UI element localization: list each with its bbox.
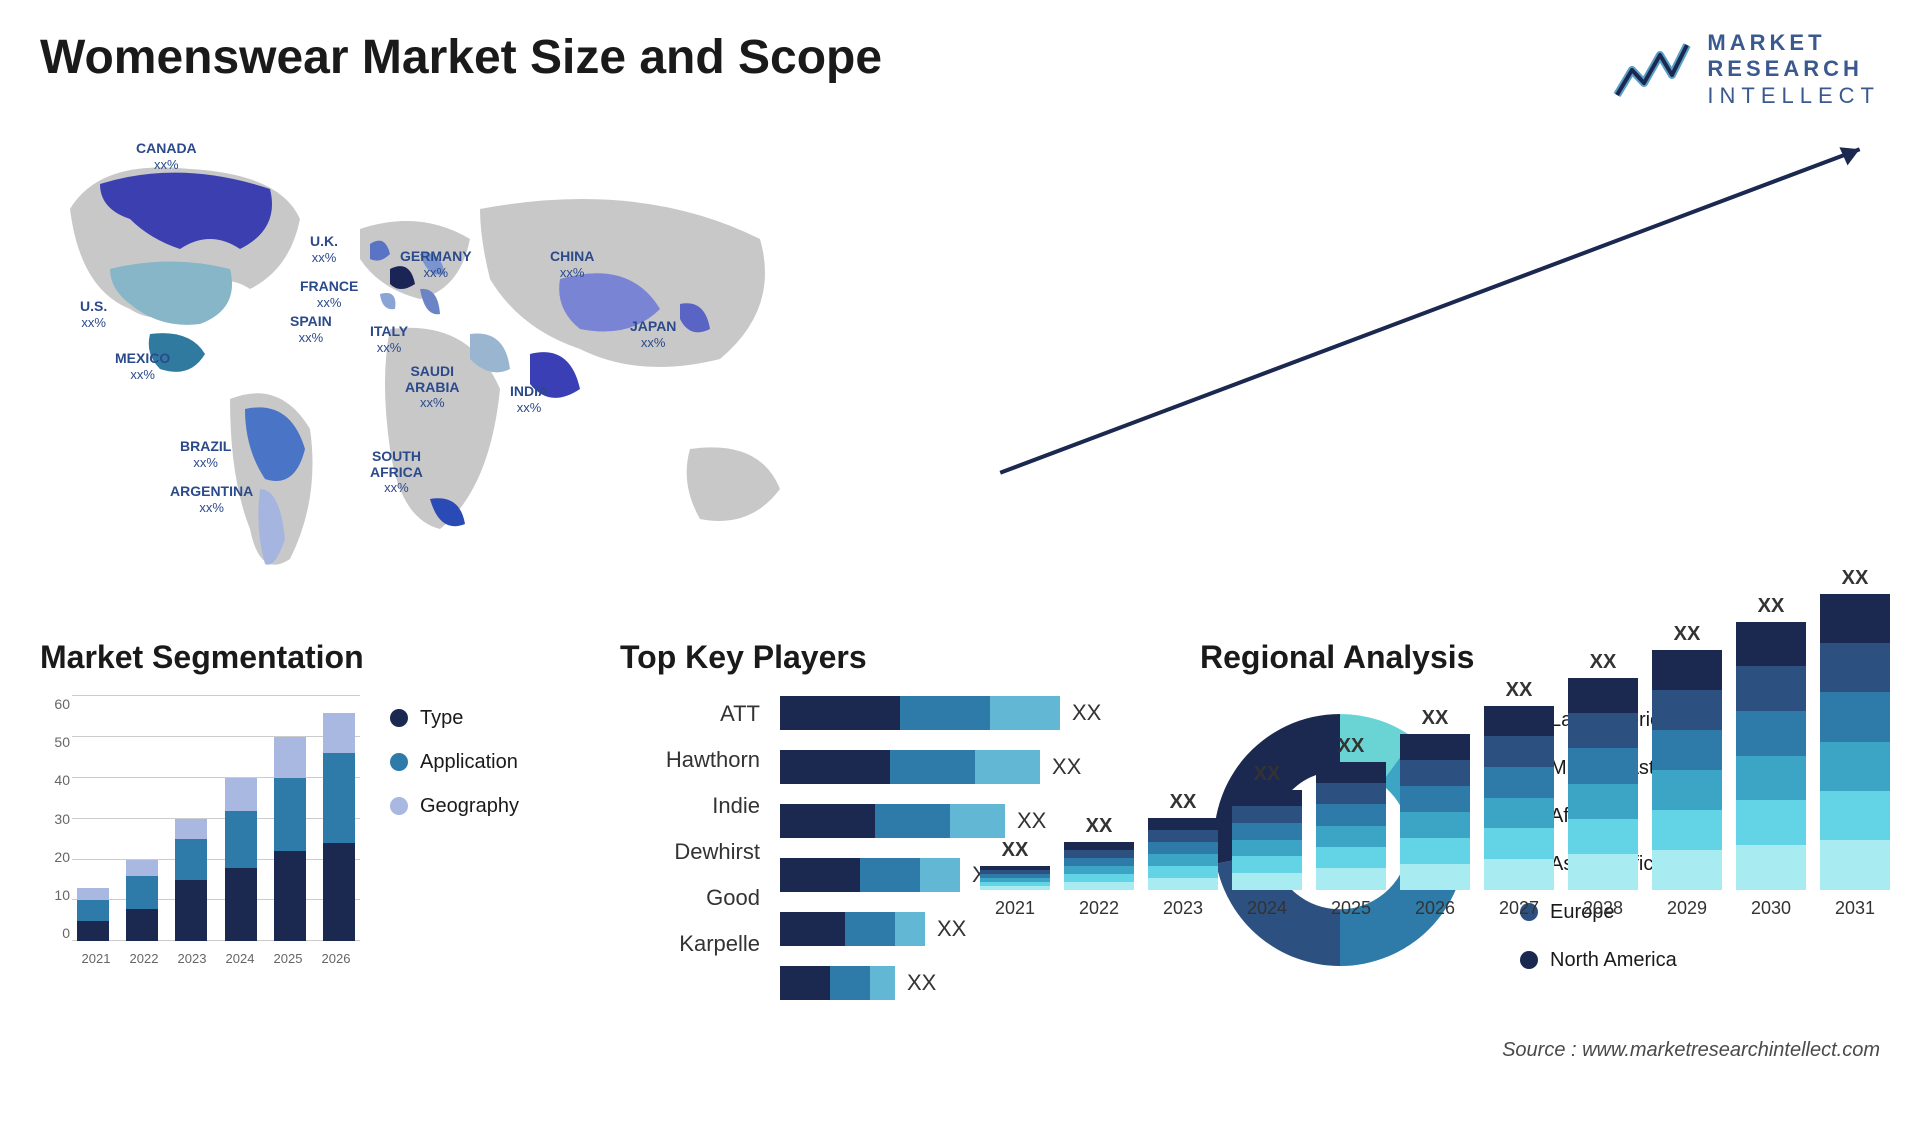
y-tick: 20 [54,849,70,865]
brand-logo: MARKET RESEARCH INTELLECT [1612,30,1880,109]
bar-value-label: XX [1086,815,1113,838]
page-title: Womenswear Market Size and Scope [40,30,882,85]
growth-bar-chart: XX2021XX2022XX2023XX2024XX2025XX2026XX20… [980,129,1890,609]
map-label: GERMANYxx% [400,249,472,280]
growth-bar: XX 2023 [1148,791,1218,919]
x-tick: 2026 [322,951,351,966]
seg-bar [175,819,207,941]
map-label: INDIAxx% [510,384,548,415]
bar-year-label: 2029 [1667,898,1707,919]
growth-bar: XX 2028 [1568,651,1638,919]
bar-value-label: XX [1758,595,1785,618]
player-value: XX [907,970,936,996]
growth-bar: XX 2031 [1820,567,1890,919]
seg-bar [77,888,109,941]
map-label: SPAINxx% [290,314,332,345]
y-tick: 60 [54,696,70,712]
bar-year-label: 2030 [1751,898,1791,919]
player-label: ATT [620,701,760,727]
segmentation-legend: TypeApplicationGeography [390,696,519,828]
map-label: SOUTHAFRICAxx% [370,449,423,495]
world-map: CANADAxx% U.S.xx% MEXICOxx% BRAZILxx% ARGENT… [40,129,940,609]
logo-text-1: MARKET [1707,30,1880,56]
seg-bar [225,778,257,941]
source-text: Source : www.marketresearchintellect.com [40,1039,1880,1062]
player-label: Karpelle [620,931,760,957]
logo-text-2: RESEARCH [1707,56,1880,82]
x-tick: 2021 [82,951,111,966]
growth-bar: XX 2029 [1652,623,1722,919]
y-tick: 50 [54,734,70,750]
growth-bar: XX 2030 [1736,595,1806,919]
trend-arrow-icon [980,129,1890,533]
player-value: XX [937,916,966,942]
bar-value-label: XX [1338,735,1365,758]
bar-year-label: 2022 [1079,898,1119,919]
legend-item: Geography [390,784,519,828]
bar-year-label: 2024 [1247,898,1287,919]
x-tick: 2023 [178,951,207,966]
map-label: JAPANxx% [630,319,676,350]
map-label: U.K.xx% [310,234,338,265]
map-label: MEXICOxx% [115,351,170,382]
map-label: U.S.xx% [80,299,107,330]
player-label: Good [620,885,760,911]
legend-item: Type [390,696,519,740]
seg-bar [274,737,306,941]
bar-value-label: XX [1002,839,1029,862]
segmentation-chart: 60 50 40 30 20 10 0 2021 2022 2023 2024 2025 2026 [40,696,360,966]
bar-value-label: XX [1170,791,1197,814]
logo-icon [1612,35,1692,105]
growth-bar: XX 2022 [1064,815,1134,919]
bar-year-label: 2023 [1163,898,1203,919]
growth-bar: XX 2027 [1484,679,1554,919]
y-tick: 30 [54,811,70,827]
map-label: ITALYxx% [370,324,408,355]
bar-value-label: XX [1590,651,1617,674]
growth-bar: XX 2025 [1316,735,1386,919]
growth-bar: XX 2024 [1232,763,1302,919]
segmentation-title: Market Segmentation [40,639,580,676]
seg-bar [126,860,158,942]
bar-value-label: XX [1422,707,1449,730]
player-bar-row: XX [780,966,1160,1000]
seg-bar [323,713,355,942]
logo-text-3: INTELLECT [1707,83,1880,109]
y-tick: 40 [54,772,70,788]
bar-year-label: 2027 [1499,898,1539,919]
bar-year-label: 2025 [1331,898,1371,919]
x-tick: 2024 [226,951,255,966]
bar-value-label: XX [1842,567,1869,590]
bar-value-label: XX [1506,679,1533,702]
bar-value-label: XX [1674,623,1701,646]
y-tick: 0 [62,925,70,941]
map-label: SAUDIARABIAxx% [405,364,459,410]
growth-bar: XX 2021 [980,839,1050,919]
player-label: Hawthorn [620,747,760,773]
legend-item: North America [1520,936,1677,984]
bar-year-label: 2031 [1835,898,1875,919]
x-tick: 2022 [130,951,159,966]
y-tick: 10 [54,887,70,903]
map-label: ARGENTINAxx% [170,484,253,515]
player-label: Dewhirst [620,839,760,865]
growth-bar: XX 2026 [1400,707,1470,919]
map-label: CHINAxx% [550,249,594,280]
bar-value-label: XX [1254,763,1281,786]
map-label: FRANCExx% [300,279,358,310]
bar-year-label: 2021 [995,898,1035,919]
x-tick: 2025 [274,951,303,966]
map-label: CANADAxx% [136,141,197,172]
world-map-svg [40,129,940,589]
bar-year-label: 2026 [1415,898,1455,919]
segmentation-panel: Market Segmentation 60 50 40 30 20 10 0 2021 20… [40,639,580,1019]
bar-year-label: 2028 [1583,898,1623,919]
map-label: BRAZILxx% [180,439,231,470]
legend-item: Application [390,740,519,784]
player-label: Indie [620,793,760,819]
